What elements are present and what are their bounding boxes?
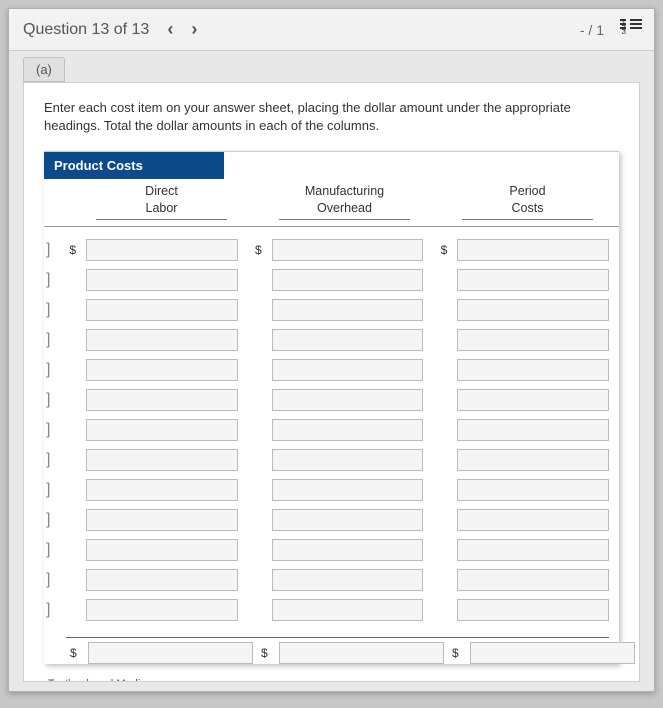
table-row: ]	[44, 325, 619, 355]
instructions-text: Enter each cost item on your answer shee…	[44, 99, 619, 135]
period-costs-input[interactable]	[457, 269, 609, 291]
period-costs-input[interactable]	[457, 449, 609, 471]
table-row: ]	[44, 445, 619, 475]
table-row: ]	[44, 415, 619, 445]
table-row: ]	[44, 475, 619, 505]
table-wrapper: Product Costs DirectLabor ManufacturingO…	[44, 151, 619, 664]
table-row: ]	[44, 505, 619, 535]
table-row: ]	[44, 385, 619, 415]
direct-labor-input[interactable]	[86, 479, 238, 501]
manufacturing-overhead-input[interactable]	[272, 569, 424, 591]
page-wrapper: Question 13 of 13 ‹ › - / 1 1 2 3 (a) En…	[8, 8, 655, 692]
period-costs-input[interactable]	[457, 539, 609, 561]
nav-buttons: ‹ ›	[167, 19, 197, 40]
table-row: ]$$$	[44, 235, 619, 265]
manufacturing-overhead-input[interactable]	[272, 329, 424, 351]
row-bracket: ]	[44, 331, 62, 349]
manufacturing-overhead-input[interactable]	[272, 389, 424, 411]
row-bracket: ]	[44, 571, 62, 589]
manufacturing-overhead-input[interactable]	[272, 449, 424, 471]
table-row: ]	[44, 565, 619, 595]
dollar-sign: $	[433, 243, 447, 257]
period-costs-input[interactable]	[457, 509, 609, 531]
period-costs-input[interactable]	[457, 419, 609, 441]
total-manufacturing-overhead-input[interactable]	[279, 642, 444, 664]
col-header-manufacturing-overhead: ManufacturingOverhead	[279, 183, 410, 220]
direct-labor-input[interactable]	[86, 269, 238, 291]
col-header-period-costs: PeriodCosts	[462, 183, 593, 220]
row-bracket: ]	[44, 391, 62, 409]
column-headers: DirectLabor ManufacturingOverhead Period…	[44, 179, 619, 227]
row-bracket: ]	[44, 271, 62, 289]
period-costs-input[interactable]	[457, 329, 609, 351]
table-row: ]	[44, 595, 619, 625]
col-header-direct-labor: DirectLabor	[96, 183, 227, 220]
direct-labor-input[interactable]	[86, 539, 238, 561]
period-costs-input[interactable]	[457, 359, 609, 381]
rows-container: ]$$$]]]]]]]]]]]]	[44, 227, 619, 633]
direct-labor-input[interactable]	[86, 509, 238, 531]
row-bracket: ]	[44, 511, 62, 529]
question-label: Question 13 of 13	[23, 21, 149, 39]
period-costs-input[interactable]	[457, 479, 609, 501]
topbar: Question 13 of 13 ‹ › - / 1 1 2 3	[9, 9, 654, 51]
score-label: - / 1	[580, 22, 604, 38]
manufacturing-overhead-input[interactable]	[272, 269, 424, 291]
row-bracket: ]	[44, 241, 62, 259]
manufacturing-overhead-input[interactable]	[272, 419, 424, 441]
dollar-sign: $	[261, 646, 275, 660]
product-costs-header: Product Costs	[44, 152, 224, 179]
direct-labor-input[interactable]	[86, 569, 238, 591]
prev-button[interactable]: ‹	[167, 19, 173, 40]
direct-labor-input[interactable]	[86, 239, 238, 261]
row-bracket: ]	[44, 451, 62, 469]
table-row: ]	[44, 535, 619, 565]
content-panel: Enter each cost item on your answer shee…	[23, 82, 640, 682]
row-bracket: ]	[44, 481, 62, 499]
manufacturing-overhead-input[interactable]	[272, 509, 424, 531]
direct-labor-input[interactable]	[86, 359, 238, 381]
direct-labor-input[interactable]	[86, 329, 238, 351]
part-tab[interactable]: (a)	[23, 57, 65, 82]
footnote-text: •Textbook and Media	[44, 678, 619, 682]
manufacturing-overhead-input[interactable]	[272, 479, 424, 501]
total-period-costs-input[interactable]	[470, 642, 635, 664]
table-row: ]	[44, 355, 619, 385]
table-row: ]	[44, 295, 619, 325]
row-bracket: ]	[44, 361, 62, 379]
period-costs-input[interactable]	[457, 389, 609, 411]
direct-labor-input[interactable]	[86, 449, 238, 471]
direct-labor-input[interactable]	[86, 419, 238, 441]
row-bracket: ]	[44, 421, 62, 439]
table-row: ]	[44, 265, 619, 295]
direct-labor-input[interactable]	[86, 299, 238, 321]
direct-labor-input[interactable]	[86, 599, 238, 621]
dollar-sign: $	[452, 646, 466, 660]
period-costs-input[interactable]	[457, 299, 609, 321]
menu-icon[interactable]: 1 2 3	[620, 19, 642, 37]
row-bracket: ]	[44, 301, 62, 319]
period-costs-input[interactable]	[457, 599, 609, 621]
direct-labor-input[interactable]	[86, 389, 238, 411]
period-costs-input[interactable]	[457, 239, 609, 261]
period-costs-input[interactable]	[457, 569, 609, 591]
dollar-sign: $	[62, 243, 76, 257]
row-bracket: ]	[44, 541, 62, 559]
dollar-sign: $	[248, 243, 262, 257]
manufacturing-overhead-input[interactable]	[272, 539, 424, 561]
manufacturing-overhead-input[interactable]	[272, 359, 424, 381]
next-button[interactable]: ›	[191, 19, 197, 40]
dollar-sign: $	[70, 646, 84, 660]
manufacturing-overhead-input[interactable]	[272, 599, 424, 621]
manufacturing-overhead-input[interactable]	[272, 239, 424, 261]
total-row: $ $ $	[66, 637, 609, 664]
row-bracket: ]	[44, 601, 62, 619]
total-direct-labor-input[interactable]	[88, 642, 253, 664]
manufacturing-overhead-input[interactable]	[272, 299, 424, 321]
